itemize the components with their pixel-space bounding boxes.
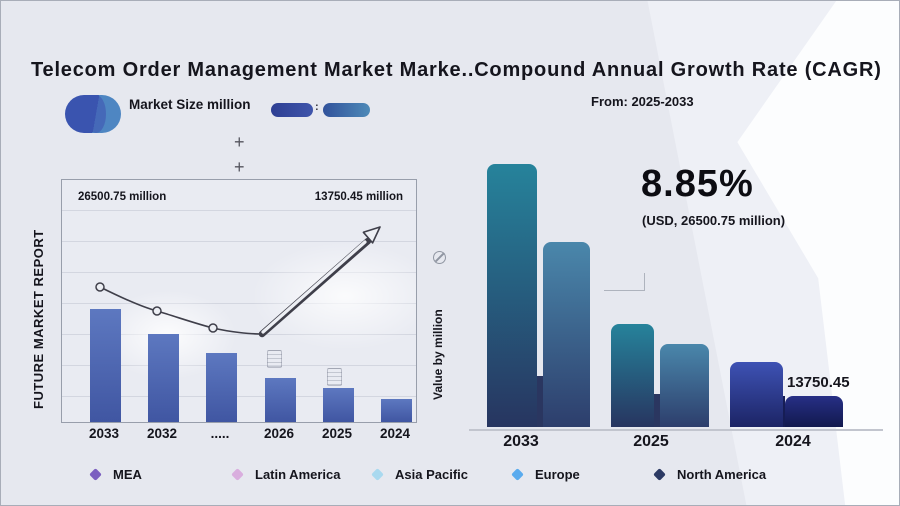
legend-diamond-icon [653,468,666,481]
left-chart-annotation-right: 13750.45 million [314,191,403,203]
legend-item-latin-america[interactable]: Latin America [231,467,341,482]
trend-line-arrow-graphic [95,226,381,338]
left-chart-xlabel: 2025 [321,426,353,441]
cagr-percentage: 8.85% [641,163,754,205]
legend-diamond-icon [89,468,102,481]
right-chart-bar-bridge [783,396,785,427]
cylinder-icon [65,95,121,133]
pill-shape-gradient [323,103,370,117]
legend-item-asia-pacific[interactable]: Asia Pacific [371,467,468,482]
right-chart-bar-bridge [654,394,660,427]
right-chart-bar-b-2033 [543,242,590,427]
pill-shape-dark [271,103,313,117]
left-chart-bar [206,353,237,422]
left-chart-bar [265,378,296,422]
left-chart-annotation-left: 26500.75 million [78,191,167,203]
left-chart-xlabels: 2033 2032..... 2026 2025 2024 [61,426,417,446]
left-chart-panel: 26500.75 million 13750.45 million [61,179,417,423]
legend-item-north-america[interactable]: North America [653,467,767,482]
right-chart-xlabel: 2033 [503,433,539,450]
legend-label: MEA [113,467,142,482]
legend-label: Asia Pacific [395,467,468,482]
pill-separator: : [315,101,319,113]
left-chart-bar [148,334,179,422]
left-chart-xlabel: 2033 [88,426,120,441]
legend-label: North America [677,467,767,482]
period-subtitle: From: 2025-2033 [591,94,694,109]
right-chart-bar-a-2025 [611,324,654,427]
market-size-legend-label: Market Size million [129,97,251,112]
left-chart-bar [381,399,412,422]
right-chart-value-annotation: 13750.45 [787,374,850,391]
clipboard-icon [327,368,342,386]
legend-item-europe[interactable]: Europe [511,467,580,482]
cagr-usd-detail: (USD, 26500.75 million) [642,213,786,228]
left-chart-bars [62,180,416,422]
right-chart-bar-b-2025 [660,344,709,427]
corner-bracket-line [604,273,645,291]
left-chart-xlabel: ..... [210,426,230,441]
legend-label: Europe [535,467,580,482]
left-chart-xlabel: 2024 [379,426,411,441]
left-chart-bar [323,388,354,422]
legend-diamond-icon [511,468,524,481]
legend-label: Latin America [255,467,341,482]
legend-item-mea[interactable]: MEA [89,467,142,482]
left-chart-xlabel: 2026 [263,426,295,441]
right-chart-axis [469,429,883,431]
page-title: Telecom Order Management Market Marke..C… [31,59,882,81]
plus-mark-icon: + [234,132,245,152]
right-chart-xlabel: 2024 [775,433,811,450]
legend-diamond-icon [371,468,384,481]
right-chart-bar-a-2024 [730,362,783,427]
right-chart-bar-bridge [537,376,543,427]
left-chart-bar [90,309,121,422]
legend-diamond-icon [231,468,244,481]
right-chart-bar-a-2033 [487,164,537,427]
no-symbol-icon [433,251,446,264]
clipboard-icon [267,350,282,368]
plus-mark-icon: + [234,157,245,177]
right-chart-bar-b-2024 [785,396,843,427]
right-chart-xlabel: 2025 [633,433,669,450]
left-chart-xlabel: 2032 [146,426,178,441]
